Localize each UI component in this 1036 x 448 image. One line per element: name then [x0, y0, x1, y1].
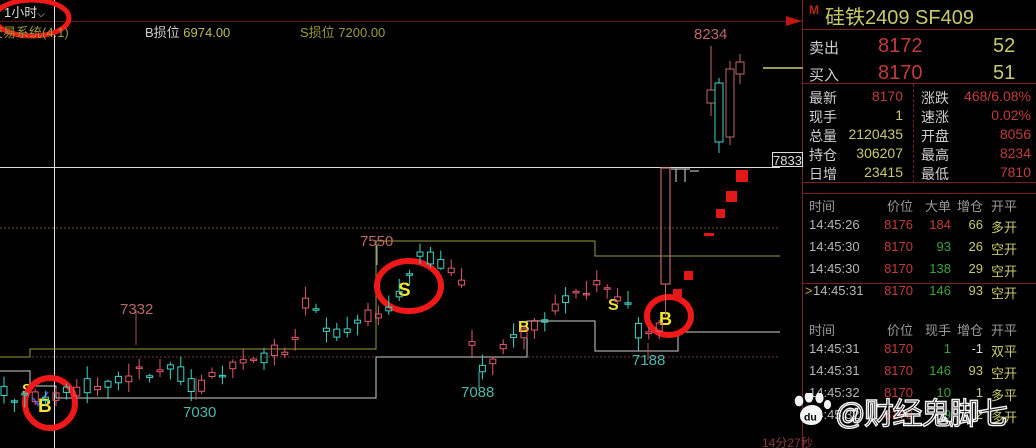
- svg-text:du: du: [804, 412, 817, 424]
- svg-text:7550: 7550: [360, 233, 393, 250]
- svg-text:@财经鬼脚七: @财经鬼脚七: [835, 398, 1007, 431]
- svg-text:S: S: [398, 280, 411, 301]
- svg-text:B: B: [38, 396, 52, 417]
- svg-text:7088: 7088: [461, 384, 494, 401]
- svg-text:7332: 7332: [120, 301, 153, 318]
- svg-text:7188: 7188: [632, 352, 665, 369]
- svg-text:7030: 7030: [183, 404, 216, 421]
- svg-text:8234: 8234: [694, 26, 727, 43]
- svg-text:S: S: [608, 297, 619, 314]
